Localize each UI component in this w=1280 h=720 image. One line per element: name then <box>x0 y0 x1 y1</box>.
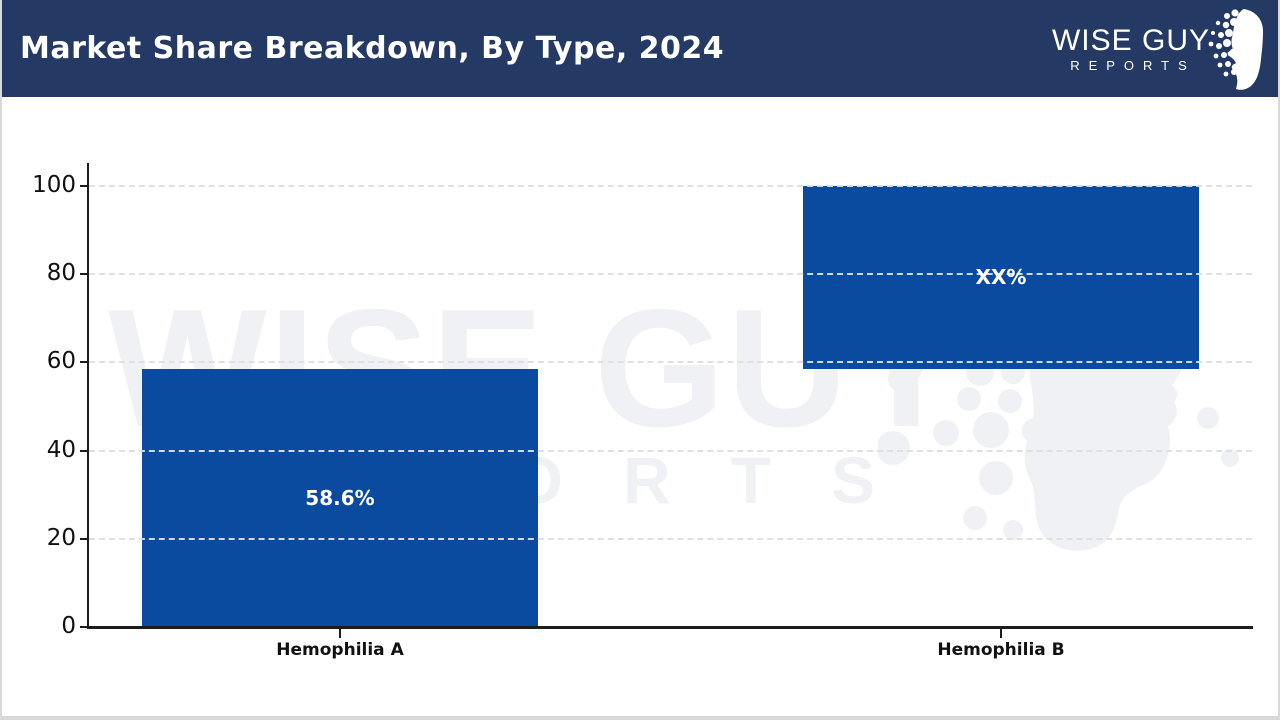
y-tick-label: 100 <box>32 172 76 198</box>
y-tick-mark <box>80 449 88 452</box>
logo-text: WISE GUY REPORTS <box>1052 25 1210 74</box>
bar <box>142 368 538 627</box>
y-tick-mark <box>80 361 88 364</box>
y-tick-mark <box>80 185 88 187</box>
y-gridline <box>89 449 1252 452</box>
logo-subtitle: REPORTS <box>1070 58 1196 74</box>
logo-wordmark: WISE GUY <box>1051 23 1210 57</box>
wise-guy-logo: WISE GUY REPORTS <box>1052 6 1266 92</box>
bar-value-label: 58.6% <box>305 485 375 510</box>
page-title: Market Share Breakdown, By Type, 2024 <box>20 31 725 66</box>
y-gridline <box>89 185 1252 187</box>
header-bar: Market Share Breakdown, By Type, 2024 WI… <box>0 0 1280 97</box>
y-tick-label: 40 <box>46 436 76 463</box>
y-gridline <box>89 537 1252 540</box>
x-tick-mark <box>1000 629 1002 638</box>
y-tick-mark <box>80 537 88 540</box>
x-category-label: Hemophilia B <box>937 640 1065 660</box>
y-axis-line <box>87 163 89 629</box>
y-tick-mark <box>80 273 88 276</box>
y-tick-label: 0 <box>61 613 76 639</box>
y-gridline <box>89 361 1252 364</box>
x-tick-mark <box>339 629 341 638</box>
y-tick-label: 20 <box>46 524 76 551</box>
x-category-label: Hemophilia A <box>276 640 404 660</box>
x-axis-line <box>87 626 1253 629</box>
y-tick-label: 80 <box>46 260 76 287</box>
bar-value-label: XX% <box>975 265 1027 290</box>
logo-head-icon <box>1208 9 1263 90</box>
y-tick-mark <box>80 626 88 628</box>
y-tick-label: 60 <box>46 348 76 375</box>
y-gridline <box>89 273 1252 276</box>
